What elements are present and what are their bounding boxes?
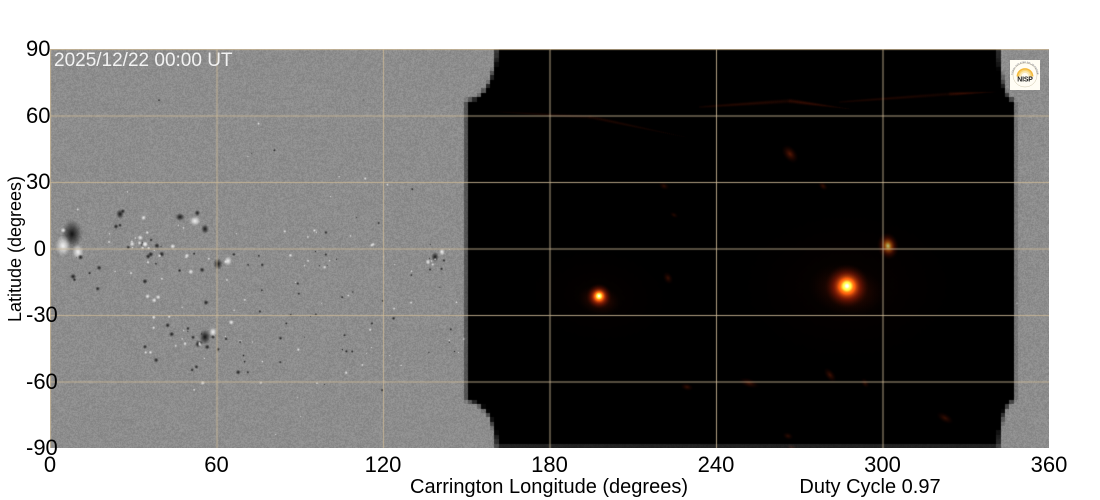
svg-text:NISP: NISP [1017,76,1033,83]
